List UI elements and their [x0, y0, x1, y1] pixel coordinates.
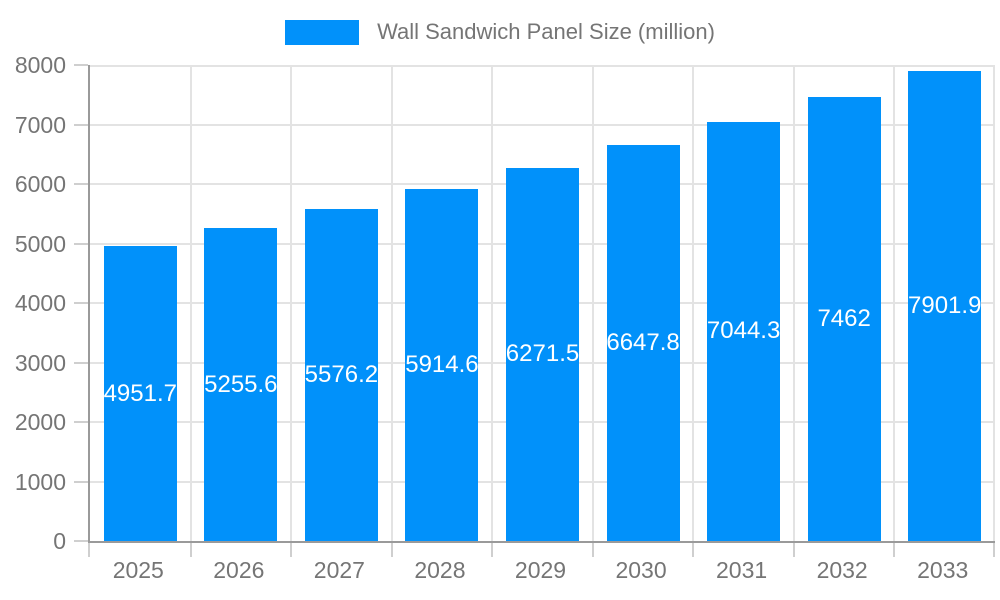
y-axis-tick-label: 3000	[14, 349, 66, 376]
bar-value-label: 5576.2	[304, 361, 379, 389]
gridline-vertical	[792, 65, 795, 541]
gridline-vertical	[591, 65, 594, 541]
bar-value-label: 4951.7	[103, 379, 177, 407]
bar-2028[interactable]: 5914.6	[405, 189, 479, 541]
y-axis-tick-label: 7000	[14, 111, 66, 138]
gridline-vertical	[390, 65, 393, 541]
gridline-vertical	[993, 65, 995, 541]
bar-value-label: 5255.6	[204, 370, 278, 398]
x-axis-tick-label: 2027	[313, 557, 365, 583]
legend-item[interactable]: Wall Sandwich Panel Size (million)	[285, 19, 715, 45]
plot-area: 4951.7 5255.6 5576.2 5914.6 6271.5 6647.8 7044…	[74, 64, 995, 557]
bar-value-label: 5914.6	[405, 351, 479, 379]
x-axis-tick	[792, 543, 795, 557]
y-axis-tick-labels: 0 1000 2000 3000 4000 5000 6000 7000 8000	[0, 52, 66, 554]
gridline-vertical	[491, 65, 494, 541]
bar-2032[interactable]: 7462	[807, 97, 881, 541]
bar-2025[interactable]: 4951.7	[104, 246, 177, 541]
x-axis-tick-label: 2033	[917, 557, 969, 583]
x-axis-tick	[390, 543, 393, 557]
x-axis-tick	[189, 543, 192, 557]
bar-2030[interactable]: 6647.8	[606, 145, 680, 541]
gridline-vertical	[290, 65, 293, 541]
x-axis-tick	[692, 543, 695, 557]
x-axis-tick	[491, 543, 494, 557]
x-axis-tick-label: 2029	[514, 557, 567, 583]
y-axis-tick	[74, 183, 88, 185]
bar-value-label: 7044.3	[706, 317, 781, 345]
bar-value-label: 6271.5	[505, 340, 580, 368]
x-axis-tick-label: 2025	[112, 557, 164, 583]
x-axis-tick	[88, 543, 90, 557]
bar-2026[interactable]: 5255.6	[204, 228, 278, 541]
bar-2027[interactable]: 5576.2	[305, 209, 378, 541]
bar-value-label: 6647.8	[606, 329, 680, 357]
y-axis-tick-label: 0	[53, 528, 66, 554]
y-axis-tick	[74, 302, 88, 304]
x-axis-tick-label: 2030	[615, 557, 667, 583]
y-axis-tick-label: 1000	[14, 468, 66, 495]
y-axis-tick-label: 5000	[14, 230, 66, 257]
y-axis-tick-label: 6000	[14, 171, 66, 197]
x-axis-tick	[290, 543, 293, 557]
gridline-horizontal	[90, 65, 995, 67]
bar-value-label: 7901.9	[908, 291, 982, 319]
legend: Wall Sandwich Panel Size (million)	[0, 14, 1000, 50]
y-axis-tick-label: 8000	[14, 52, 66, 78]
bar-2031[interactable]: 7044.3	[706, 121, 781, 541]
x-axis-tick-label: 2032	[816, 557, 868, 583]
x-axis-tick-label: 2026	[213, 557, 265, 583]
y-axis-tick-label: 4000	[14, 290, 66, 316]
y-axis-tick	[74, 540, 88, 542]
y-axis-tick	[74, 361, 88, 364]
bar-value-label: 7462	[817, 305, 871, 332]
y-axis-tick-label: 2000	[14, 409, 66, 435]
x-axis-tick-label: 2028	[414, 557, 466, 583]
bar-2033[interactable]: 7901.9	[908, 70, 982, 541]
y-axis-tick	[74, 123, 88, 126]
x-axis-tick-labels: 2025 2026 2027 2028 2029 2030 2031 2032 2033	[88, 557, 993, 593]
y-axis-tick	[74, 64, 88, 66]
x-axis-tick	[993, 543, 995, 557]
y-axis-tick	[74, 242, 88, 245]
gridline-vertical	[692, 65, 695, 541]
x-axis-tick	[591, 543, 594, 557]
legend-color-swatch	[285, 19, 360, 45]
gridline-horizontal	[90, 123, 995, 126]
gridline-vertical	[893, 65, 896, 541]
y-axis-tick	[74, 480, 88, 483]
bar-2029[interactable]: 6271.5	[505, 167, 580, 541]
y-axis-tick	[74, 421, 88, 423]
legend-series-label: Wall Sandwich Panel Size (million)	[377, 19, 715, 44]
x-axis-tick-label: 2031	[716, 557, 768, 583]
gridline-vertical	[189, 65, 192, 541]
x-axis-tick	[893, 543, 896, 557]
